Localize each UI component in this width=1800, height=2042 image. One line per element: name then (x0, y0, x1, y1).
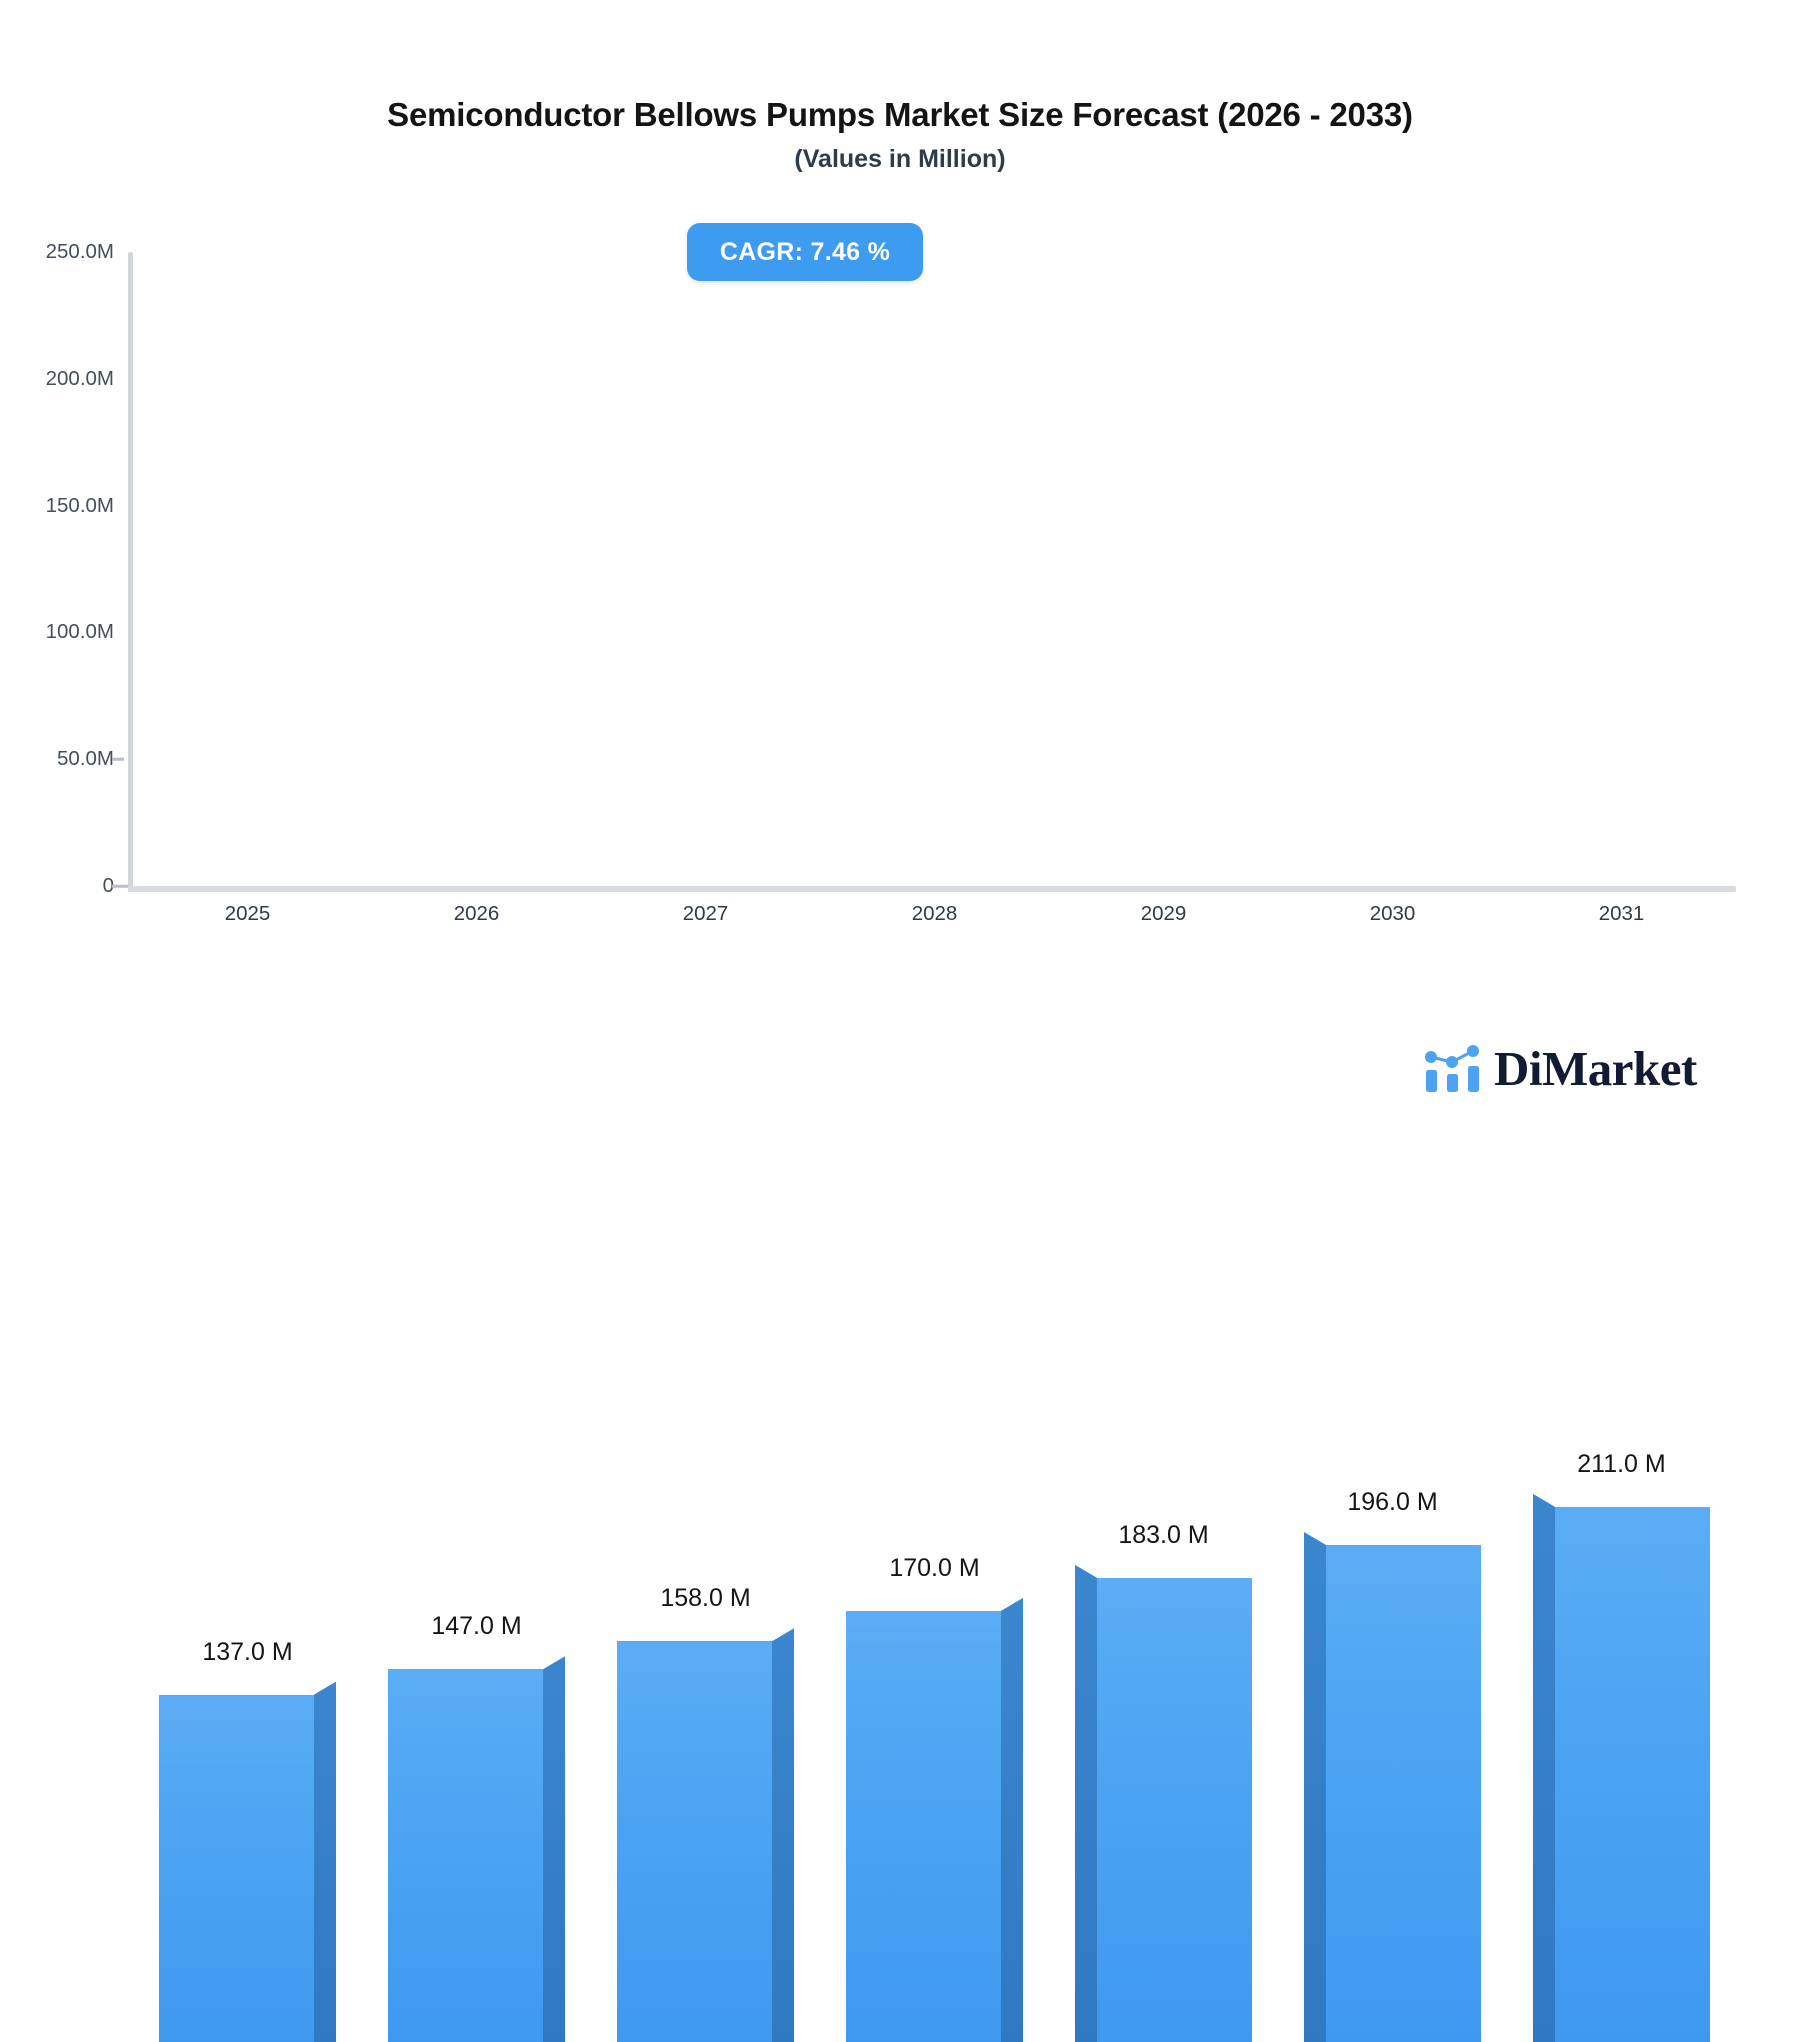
bar-side-panel (1304, 1531, 1326, 2042)
bar-value-label: 170.0 M (889, 1553, 980, 1582)
bar-value-label: 137.0 M (202, 1637, 293, 1666)
x-axis-tick-label: 2028 (911, 902, 958, 925)
bar-front-face (846, 1610, 1001, 2042)
bar-value-label: 196.0 M (1347, 1487, 1438, 1516)
bar-front-face (1326, 1544, 1481, 2042)
y-axis-tick-label: 0 (102, 874, 114, 897)
bar-side-panel (314, 1681, 336, 2042)
y-axis-tick-mark (112, 757, 124, 761)
logo-text: DiMarket (1494, 1040, 1697, 1096)
x-axis-tick-label: 2027 (682, 902, 729, 925)
bar-value-label: 211.0 M (1577, 1449, 1666, 1478)
bar-side-panel (1001, 1597, 1023, 2042)
bar-value-label: 158.0 M (660, 1584, 751, 1613)
bar-front-face (1555, 1506, 1710, 2042)
x-axis-tick-label: 2031 (1598, 902, 1645, 925)
cagr-badge: CAGR: 7.46 % (687, 223, 923, 281)
x-axis-tick-label: 2025 (224, 902, 271, 925)
bar-front-face (388, 1669, 543, 2042)
bar-side-panel (1533, 1493, 1555, 2042)
y-axis-line (128, 252, 133, 892)
dimarket-logo: DiMarket (1424, 1043, 1697, 1093)
plot-area: 0 50.0M 100.0M 150.0M 200.0M 250.0M 137.0 M 14… (45, 240, 1736, 2042)
bar-chart-logo-icon (1425, 1045, 1479, 1092)
y-axis-tick-mark (112, 884, 128, 888)
bar-side-panel (1075, 1564, 1097, 2042)
bar-side-panel (543, 1656, 565, 2042)
y-axis-tick-label: 200.0M (45, 366, 114, 390)
x-axis-tick-label: 2030 (1369, 902, 1416, 925)
cagr-badge-label: CAGR: 7.46 % (719, 237, 891, 266)
chart-container: Semiconductor Bellows Pumps Market Size … (45, 96, 1736, 2042)
chart-title: Semiconductor Bellows Pumps Market Size … (387, 96, 1413, 133)
bar-front-face (159, 1694, 314, 2042)
bar-front-face (617, 1641, 772, 2042)
x-axis-tick-label: 2029 (1140, 902, 1187, 925)
y-axis-tick-label: 250.0M (45, 240, 114, 263)
bar-value-label: 183.0 M (1118, 1520, 1209, 1549)
y-axis-tick-label: 150.0M (45, 493, 114, 517)
chart-subtitle: (Values in Million) (794, 145, 1006, 173)
y-axis-tick-label: 100.0M (45, 620, 114, 644)
bar-value-label: 147.0 M (431, 1612, 522, 1641)
x-axis-line (128, 886, 1736, 892)
y-axis-tick-label: 50.0M (57, 747, 114, 771)
bar-side-panel (772, 1628, 794, 2042)
x-axis-tick-label: 2026 (453, 902, 500, 925)
bar-front-face (1097, 1577, 1252, 2042)
